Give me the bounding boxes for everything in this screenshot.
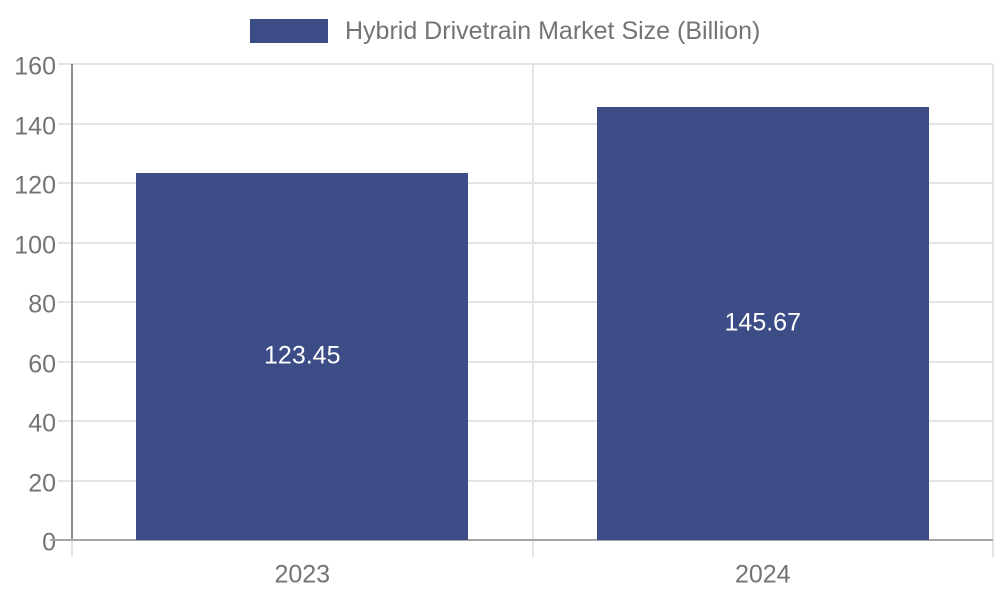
- y-axis-line: [71, 64, 73, 540]
- y-tick-label: 100: [14, 231, 56, 259]
- y-tick-mark: [58, 241, 72, 244]
- y-tick-mark: [58, 479, 72, 482]
- y-tick-mark: [58, 122, 72, 125]
- bar-value-label: 123.45: [264, 341, 341, 370]
- gridline-vertical: [531, 64, 534, 540]
- y-tick-mark: [58, 301, 72, 303]
- y-tick-label: 140: [14, 112, 56, 140]
- x-tick-label: 2023: [274, 560, 331, 589]
- y-tick-label: 20: [28, 469, 56, 497]
- y-tick-label: 0: [42, 528, 56, 557]
- y-tick-label: 60: [28, 350, 56, 378]
- y-tick-mark: [58, 182, 72, 184]
- x-axis-line: [50, 539, 993, 541]
- legend: Hybrid Drivetrain Market Size (Billion): [250, 17, 760, 45]
- x-tick-mark: [71, 540, 73, 557]
- legend-swatch: [250, 19, 328, 43]
- y-tick-label: 160: [14, 52, 56, 81]
- bar: [136, 172, 469, 540]
- y-tick-mark: [58, 420, 72, 422]
- y-tick-label: 40: [28, 409, 56, 438]
- gridline-vertical: [992, 64, 994, 540]
- y-tick-label: 80: [28, 290, 56, 319]
- y-tick-mark: [58, 63, 72, 65]
- bar-value-label: 145.67: [724, 308, 801, 337]
- y-tick-mark: [58, 360, 72, 363]
- x-tick-mark: [992, 540, 994, 557]
- x-tick-mark: [531, 540, 534, 557]
- y-tick-label: 120: [14, 171, 56, 200]
- x-tick-label: 2024: [734, 560, 791, 589]
- bar: [596, 106, 929, 540]
- legend-label: Hybrid Drivetrain Market Size (Billion): [345, 17, 761, 45]
